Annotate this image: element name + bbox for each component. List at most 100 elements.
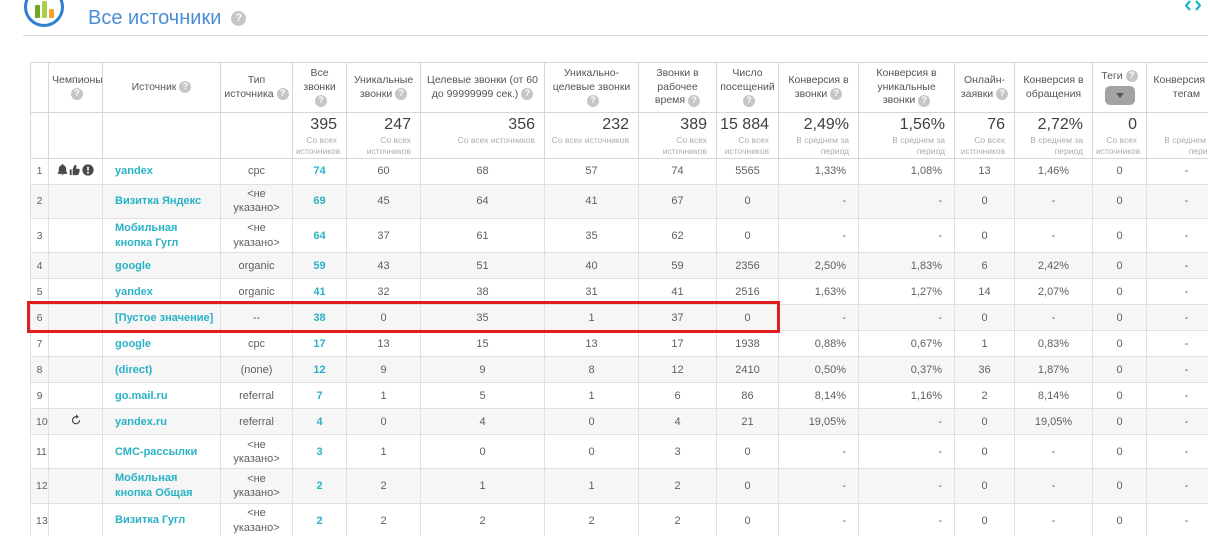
col-header-type: Тип источника? (220, 62, 293, 113)
row-number: 11 (30, 434, 49, 470)
cell-conv_unique: - (858, 434, 955, 470)
table-row: 2 Визитка Яндекс <не указано> 69 45 64 41 67 0- -… (30, 183, 1208, 219)
cell-unique_target_calls: 1 (544, 382, 639, 410)
all-calls-link[interactable]: 17 (313, 337, 326, 350)
table-row: 13 Визитка Гугл <не указано> 2 2 2 2 2 0- -0-0- (30, 503, 1208, 536)
table-row: 4 google organic 59 43 51 40 59 2356 2,50% 1,83% 6 2… (30, 252, 1208, 280)
source-link[interactable]: go.mail.ru (115, 389, 168, 402)
cell-conv_requests: 19,05% (1014, 408, 1093, 436)
summary-value: 389 (680, 116, 707, 133)
col-label: Число посещений (720, 67, 775, 93)
cell-target_calls: 4 (420, 408, 545, 436)
summary-conv_calls: 2,49% В среднем за период (778, 112, 859, 159)
cell-target_calls: 2 (420, 503, 545, 536)
cell-online_leads: 2 (954, 382, 1015, 410)
help-icon[interactable]: ? (688, 94, 701, 107)
source-link[interactable]: google (115, 259, 152, 272)
all-calls-link[interactable]: 41 (313, 285, 326, 298)
help-icon[interactable]: ? (918, 94, 931, 107)
cell-conv_tags: - (1146, 157, 1208, 185)
cell-tags: 0 (1092, 382, 1147, 410)
summary-caption: Со всех источников (724, 135, 769, 156)
cell-conv_requests: 2,42% (1014, 252, 1093, 280)
cell-conv_unique: 0,37% (858, 356, 955, 384)
cell-champions (48, 356, 103, 384)
all-calls-link[interactable]: 3 (316, 445, 323, 458)
table-row: 5 yandex organic 41 32 38 31 41 2516 1,63% 1,27% 14… (30, 278, 1208, 306)
cell-champions (48, 183, 103, 219)
source-link[interactable]: Мобильная кнопка Общая (115, 472, 193, 500)
help-icon[interactable]: ? (743, 94, 755, 107)
help-icon[interactable]: ? (521, 87, 534, 100)
source-link[interactable]: [Пустое значение] (115, 311, 214, 324)
cell-source: yandex (102, 278, 221, 306)
all-calls-link[interactable]: 2 (316, 514, 323, 527)
source-link[interactable]: Мобильная кнопка Гугл (115, 221, 179, 249)
table-head: Чемпионы? Источник? Тип источника? Все звон… (30, 62, 1208, 159)
all-calls-link[interactable]: 64 (313, 229, 326, 242)
cell-source: Визитка Яндекс (102, 183, 221, 219)
all-calls-link[interactable]: 4 (316, 415, 323, 428)
col-label: Источник (131, 80, 177, 93)
help-icon[interactable]: ? (395, 87, 408, 100)
summary-conv_requests: 2,72% В среднем за период (1014, 112, 1093, 159)
cell-unique_calls: 2 (346, 468, 421, 505)
source-link[interactable]: Визитка Яндекс (115, 194, 202, 207)
source-link[interactable]: yandex (115, 164, 153, 177)
cell-conv_calls: 19,05% (778, 408, 859, 436)
cell-conv_requests: - (1014, 183, 1093, 219)
expand-icon[interactable] (1184, 0, 1202, 16)
help-icon[interactable]: ? (587, 94, 599, 107)
source-link[interactable]: yandex.ru (115, 415, 167, 428)
table-row: 12 Мобильная кнопка Общая <не указано> 2 2 1 1… (30, 468, 1208, 505)
summary-champions (48, 112, 103, 159)
all-calls-link[interactable]: 74 (313, 165, 326, 178)
help-icon[interactable]: ? (830, 87, 843, 100)
col-label: Уникально-целевые звонки (552, 67, 631, 93)
cell-source: [Пустое значение] (102, 304, 221, 332)
cell-tags: 0 (1092, 408, 1147, 436)
cell-visits: 1938 (716, 330, 779, 358)
col-label: Тип источника (224, 73, 274, 100)
all-calls-link[interactable]: 59 (313, 259, 326, 272)
source-link[interactable]: СМС-рассылки (115, 445, 198, 458)
help-icon[interactable]: ? (231, 11, 247, 26)
cell-unique_calls: 9 (346, 356, 421, 384)
chevron-down-icon (1115, 93, 1124, 99)
summary-value: 2,72% (1037, 116, 1083, 133)
source-link[interactable]: google (115, 337, 152, 350)
cell-visits: 86 (716, 382, 779, 410)
source-link[interactable]: Визитка Гугл (115, 514, 186, 527)
all-calls-link[interactable]: 38 (313, 311, 326, 324)
cell-working_hours_calls: 4 (638, 408, 717, 436)
cell-unique_target_calls: 1 (544, 304, 639, 332)
help-icon[interactable]: ? (276, 87, 289, 100)
cell-unique_calls: 1 (346, 382, 421, 410)
cell-type: referral (220, 382, 293, 410)
cell-type: <не указано> (220, 468, 293, 505)
source-link[interactable]: (direct) (115, 363, 153, 376)
cell-target_calls: 61 (420, 217, 545, 254)
cell-conv_requests: - (1014, 434, 1093, 470)
source-link[interactable]: yandex (115, 285, 153, 298)
summary-value: 0 (1128, 116, 1137, 133)
cell-working_hours_calls: 6 (638, 382, 717, 410)
all-calls-link[interactable]: 7 (316, 389, 323, 402)
all-calls-link[interactable]: 69 (313, 195, 326, 208)
cell-visits: 5565 (716, 157, 779, 185)
all-calls-link[interactable]: 12 (313, 363, 326, 376)
help-icon[interactable]: ? (1125, 69, 1138, 82)
help-icon[interactable]: ? (71, 87, 83, 100)
summary-caption: Со всех источников (296, 135, 341, 156)
help-icon[interactable]: ? (315, 94, 327, 107)
summary-tags: 0 Со всех источников (1092, 112, 1147, 159)
cell-type: (none) (220, 356, 293, 384)
table-row: 1 yandex cpc 74 60 68 57 74 5565 1,33% 1,08% 13 1,46… (30, 157, 1208, 185)
tags-filter-button[interactable] (1104, 86, 1135, 106)
cell-conv_tags: - (1146, 468, 1208, 505)
summary-caption: В среднем за период (1164, 135, 1208, 156)
cell-tags: 0 (1092, 304, 1147, 332)
all-calls-link[interactable]: 2 (316, 480, 323, 493)
help-icon[interactable]: ? (996, 87, 1009, 100)
help-icon[interactable]: ? (179, 80, 192, 93)
